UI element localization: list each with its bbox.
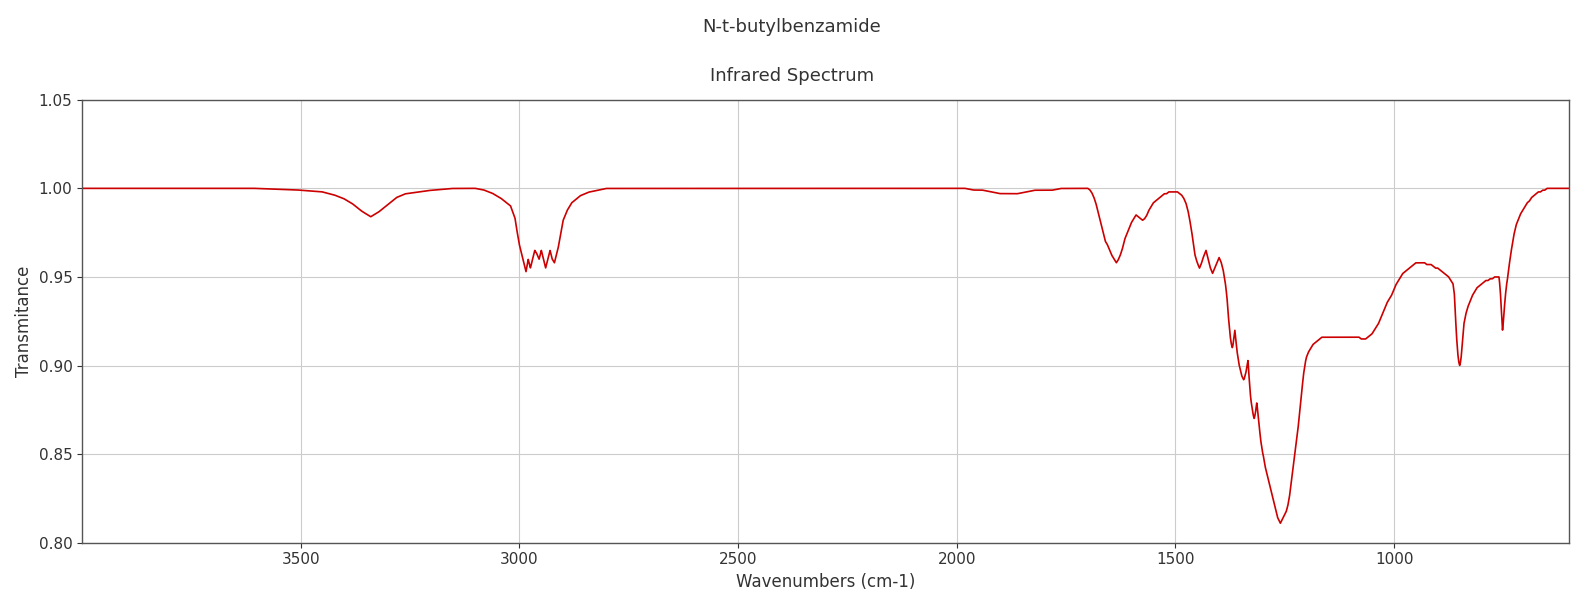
X-axis label: Wavenumbers (cm-1): Wavenumbers (cm-1)	[737, 573, 916, 591]
Text: Infrared Spectrum: Infrared Spectrum	[710, 67, 874, 85]
Y-axis label: Transmitance: Transmitance	[14, 265, 33, 377]
Text: N-t-butylbenzamide: N-t-butylbenzamide	[703, 18, 881, 36]
